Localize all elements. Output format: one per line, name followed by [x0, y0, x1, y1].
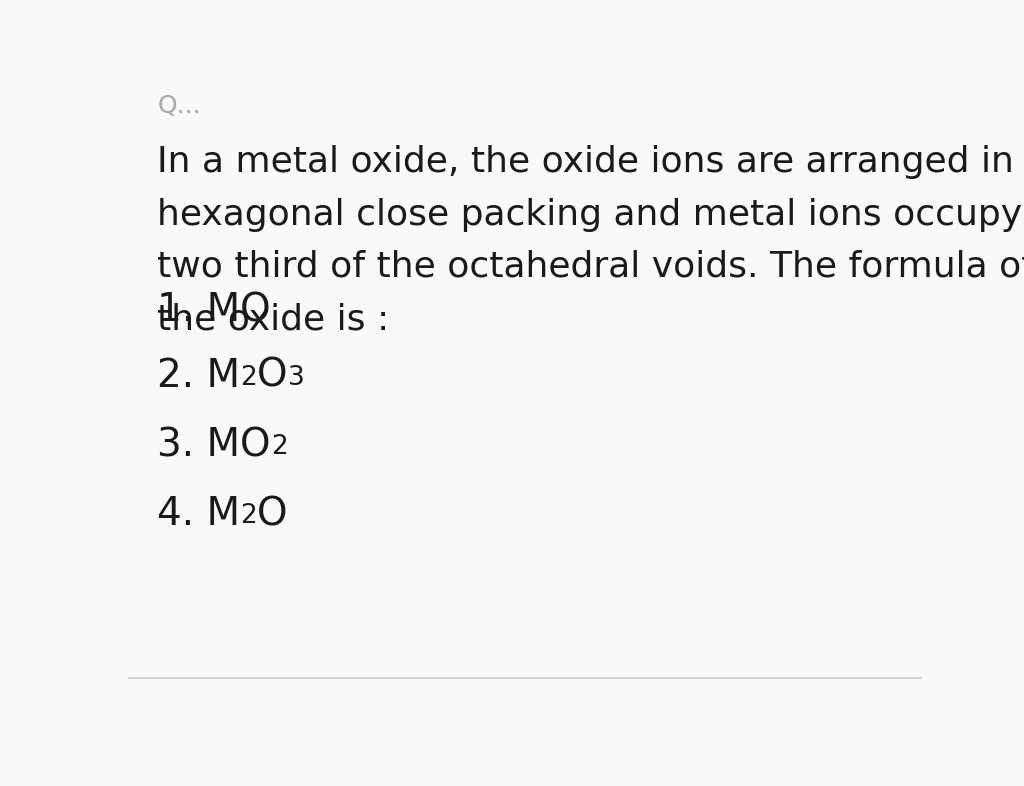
- Text: the oxide is :: the oxide is :: [158, 303, 390, 336]
- Text: In a metal oxide, the oxide ions are arranged in: In a metal oxide, the oxide ions are arr…: [158, 145, 1015, 179]
- Text: 2. M: 2. M: [158, 357, 241, 395]
- Text: O: O: [257, 357, 288, 395]
- Text: hexagonal close packing and metal ions occupy: hexagonal close packing and metal ions o…: [158, 197, 1023, 232]
- Text: 2: 2: [241, 365, 257, 391]
- Text: 3. MO: 3. MO: [158, 426, 271, 465]
- Text: Q...: Q...: [158, 94, 201, 119]
- Text: O: O: [257, 495, 288, 534]
- Text: 4. M: 4. M: [158, 495, 241, 534]
- Text: 1. MO: 1. MO: [158, 292, 271, 329]
- Text: two third of the octahedral voids. The formula of: two third of the octahedral voids. The f…: [158, 250, 1024, 284]
- Text: 2: 2: [241, 503, 257, 529]
- Text: 2: 2: [271, 434, 288, 460]
- Text: 3: 3: [288, 365, 304, 391]
